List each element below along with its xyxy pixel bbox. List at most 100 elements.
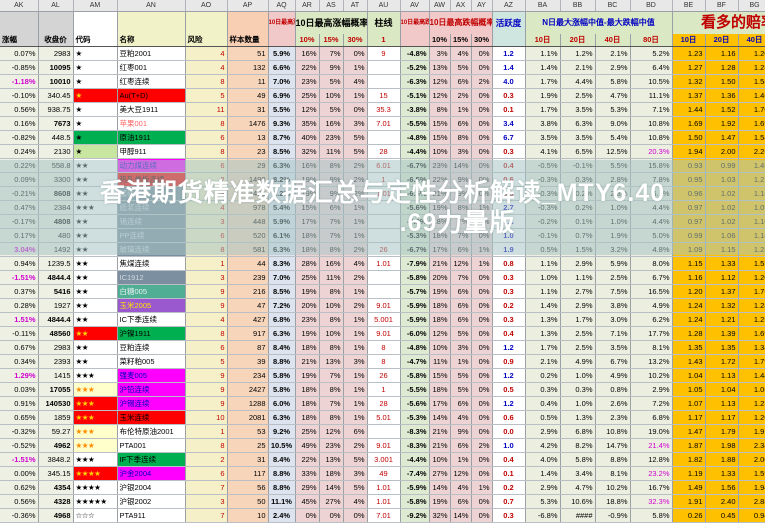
cell-median-80[interactable]: 10.8% [630,130,673,145]
cell-avg-up[interactable]: 7.2% [268,298,296,313]
cell-risk[interactable]: 6 [185,466,228,481]
cell-median-40[interactable]: 12.5% [595,144,631,159]
cell-change[interactable]: -0.85% [0,60,39,75]
header-risk[interactable]: 风险 [185,34,228,47]
header-o40[interactable]: 40日 [738,34,765,47]
cell-change[interactable]: -0.10% [0,88,39,103]
cell-activity[interactable]: 0.3 [492,284,526,299]
cell-odds-10[interactable]: 1.35 [672,340,706,355]
cell-bar[interactable]: 9.01 [367,298,401,313]
table-row[interactable]: 0.22% 558.8 ★★ 动力煤连续 6 29 6.3% 16% 8% 2% 6.01 -6.7%… [0,158,765,173]
cell-stars[interactable]: ★★ [73,340,118,355]
cell-odds-40[interactable]: 1.53 [738,256,765,271]
cell-prob-30[interactable]: 5% [343,130,368,145]
cell-odds-10[interactable]: 0.99 [672,228,706,243]
cell-odds-20[interactable]: 1.06 [705,228,739,243]
table-row[interactable]: 0.28% 1927 ★★ 玉米2005 9 47 7.2% 20% 10% 2% 9.01 -5.9… [0,298,765,313]
cell-median-80[interactable]: 2.9% [630,382,673,397]
cell-dprob-10[interactable]: 10% [429,340,451,355]
cell-prob-30[interactable]: 2% [343,172,368,187]
cell-median-80[interactable]: 4.4% [630,214,673,229]
cell-sample[interactable]: 51 [227,46,269,61]
header-bar-one[interactable]: 1 [367,34,401,47]
cell-median-10[interactable]: 1.4% [525,60,561,75]
cell-bar[interactable]: 1.01 [367,256,401,271]
cell-close[interactable]: 7673 [38,116,74,131]
cell-prob-10[interactable]: 22% [295,60,320,75]
cell-activity[interactable]: 0.4 [492,452,526,467]
cell-activity[interactable]: 0.6 [492,410,526,425]
cell-name[interactable]: 玉米2005 [117,298,186,313]
cell-bar[interactable]: 6.01 [367,158,401,173]
cell-median-80[interactable]: 12.8% [630,452,673,467]
cell-avg-dn[interactable]: -8.3% [400,438,430,453]
cell-median-20[interactable]: 1.0% [560,368,596,383]
cell-avg-up[interactable]: 10.5% [268,438,296,453]
cell-name[interactable]: 甲醇911 [117,144,186,159]
cell-median-10[interactable]: 3.5% [525,130,561,145]
cell-dprob-15[interactable]: 12% [450,256,472,271]
cell-activity[interactable]: 0.8 [492,256,526,271]
cell-dprob-10[interactable]: 12% [429,74,451,89]
col-letter[interactable]: BB [560,0,596,12]
cell-dprob-10[interactable]: 17% [429,396,451,411]
cell-median-10[interactable]: 1.3% [525,312,561,327]
cell-median-80[interactable]: 15.8% [630,158,673,173]
cell-median-80[interactable]: 7.1% [630,102,673,117]
cell-dprob-10[interactable]: 8% [429,102,451,117]
cell-dprob-10[interactable]: 14% [429,480,451,495]
cell-name[interactable]: 菜籽粕005 [117,354,186,369]
cell-name[interactable]: IC下季连续 [117,312,186,327]
cell-avg-dn[interactable]: -5.3% [400,410,430,425]
cell-prob-15[interactable]: 11% [319,270,344,285]
cell-dprob-10[interactable]: 3% [429,46,451,61]
cell-close[interactable]: 2384 [38,200,74,215]
cell-dprob-30[interactable]: 0% [471,452,493,467]
cell-avg-up[interactable]: 8.3% [268,256,296,271]
cell-change[interactable]: 0.47% [0,200,39,215]
cell-dprob-30[interactable]: 0% [471,144,493,159]
header-o20[interactable]: 20日 [705,34,739,47]
cell-stars[interactable]: ★★★ [73,438,118,453]
cell-change[interactable]: 0.03% [0,382,39,397]
cell-name[interactable]: 强麦005 [117,368,186,383]
cell-dprob-15[interactable]: 6% [450,312,472,327]
cell-bar[interactable]: 5.01 [367,410,401,425]
cell-odds-40[interactable]: 1.28 [738,60,765,75]
cell-dprob-30[interactable]: 1% [471,480,493,495]
cell-sample[interactable]: 23 [227,144,269,159]
col-letter[interactable]: BA [525,0,561,12]
cell-odds-40[interactable]: 1.58 [738,74,765,89]
cell-prob-15[interactable]: 9% [319,172,344,187]
cell-avg-up[interactable]: 7.0% [268,270,296,285]
cell-median-20[interactable]: 4.4% [560,74,596,89]
cell-median-80[interactable]: 4.4% [630,200,673,215]
cell-risk[interactable]: 4 [185,312,228,327]
cell-change[interactable]: -1.51% [0,270,39,285]
cell-median-20[interactable]: 1.3% [560,410,596,425]
cell-prob-10[interactable]: 16% [295,158,320,173]
cell-prob-15[interactable]: 8% [319,158,344,173]
cell-stars[interactable]: ☆☆☆ [73,508,118,523]
cell-prob-10[interactable]: 49% [295,438,320,453]
cell-median-40[interactable]: 1.0% [595,214,631,229]
cell-prob-30[interactable]: 2% [343,270,368,285]
cell-median-40[interactable]: 6.7% [595,354,631,369]
cell-name[interactable]: 沪银2002 [117,494,186,509]
cell-median-20[interactable]: 2.7% [560,284,596,299]
cell-median-20[interactable]: 2.9% [560,256,596,271]
cell-prob-15[interactable]: 8% [319,382,344,397]
col-letter[interactable]: AL [38,0,74,12]
cell-risk[interactable]: 8 [185,242,228,257]
cell-odds-10[interactable]: 0.95 [672,172,706,187]
cell-median-10[interactable]: 1.4% [525,466,561,481]
cell-prob-15[interactable]: 7% [319,228,344,243]
cell-sample[interactable]: 47 [227,298,269,313]
cell-stars[interactable]: ★★ [73,172,118,187]
cell-odds-10[interactable]: 1.07 [672,396,706,411]
cell-median-80[interactable]: 7.2% [630,396,673,411]
cell-risk[interactable]: 9 [185,368,228,383]
cell-prob-30[interactable]: 1% [343,88,368,103]
cell-change[interactable]: 0.22% [0,158,39,173]
cell-risk[interactable]: 8 [185,144,228,159]
